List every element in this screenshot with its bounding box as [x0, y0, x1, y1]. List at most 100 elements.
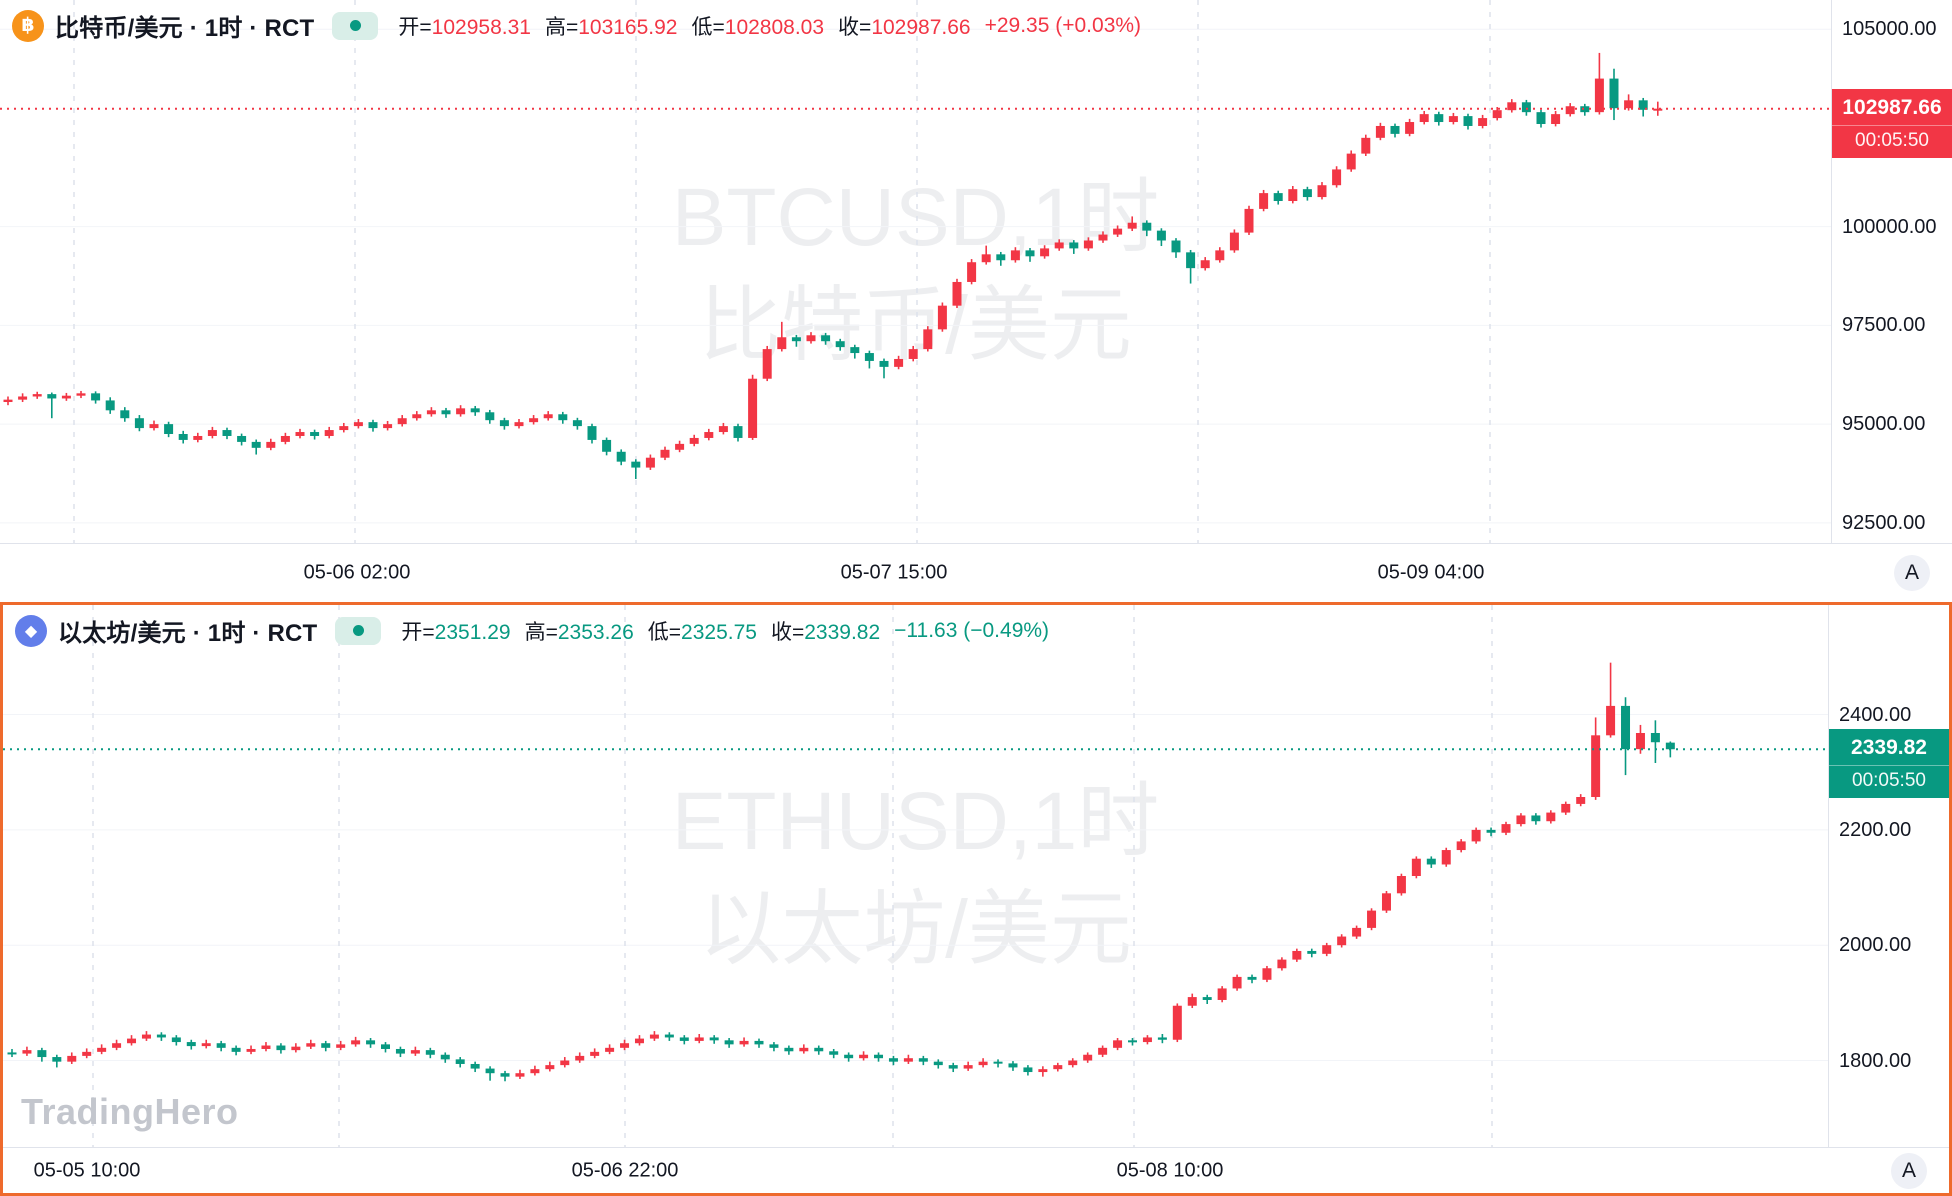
candle-body	[844, 1054, 854, 1059]
candle-body	[754, 1040, 764, 1045]
candle-body	[156, 1034, 166, 1038]
candle-body	[675, 443, 685, 450]
btc-symbol-title[interactable]: 比特币/美元 · 1时 · RCT	[55, 15, 315, 42]
candle-body	[201, 1043, 211, 1047]
candle-body	[171, 1037, 181, 1043]
candle-body	[1098, 1047, 1108, 1055]
candle-countdown: 00:05:50	[1829, 765, 1949, 798]
candle-body	[381, 1044, 390, 1049]
candle-body	[112, 1043, 122, 1048]
candle-body	[1486, 829, 1496, 833]
candle-body	[1580, 106, 1590, 113]
candle-body	[1521, 102, 1531, 113]
candle-body	[3, 399, 13, 403]
candle-body	[1653, 108, 1663, 111]
market-status-pill[interactable]	[335, 616, 382, 645]
candle-body	[590, 1051, 600, 1056]
candle-body	[266, 441, 276, 448]
price-tick-label: 2400.00	[1839, 703, 1912, 726]
ethereum-glyph: ◆	[24, 622, 38, 640]
price-tick-label: 97500.00	[1842, 314, 1926, 337]
candle-body	[207, 430, 217, 436]
candle-body	[575, 1055, 585, 1061]
candle-body	[1322, 945, 1332, 954]
candle-body	[1307, 950, 1317, 954]
candle-body	[530, 1069, 540, 1074]
candle-body	[47, 394, 57, 399]
time-axis[interactable]: A 05-06 02:00 05-07 15:00 05-09 04:00	[0, 543, 1952, 602]
candle-body	[1396, 876, 1406, 894]
candle-body	[993, 1061, 1003, 1064]
candle-body	[295, 432, 305, 436]
candle-body	[1456, 841, 1466, 851]
candle-body	[602, 439, 612, 452]
candle-body	[777, 337, 787, 350]
candle-body	[1113, 1040, 1123, 1048]
candle-body	[918, 1058, 928, 1062]
axis-settings-button[interactable]: A	[1894, 555, 1930, 591]
btc-chart-surface[interactable]: BTCUSD,1时 比特币/美元 ฿ 比特币/美元 · 1时 · RCT 开=1…	[0, 0, 1952, 543]
candle-body	[22, 1050, 32, 1054]
candle-body	[395, 1048, 405, 1054]
eth-candlestick-plot[interactable]	[3, 605, 1828, 1147]
candle-body	[1069, 242, 1079, 249]
candle-body	[455, 1059, 465, 1064]
candle-body	[1259, 193, 1269, 209]
candle-body	[689, 437, 699, 444]
candle-body	[874, 1054, 884, 1059]
price-tick-label: 105000.00	[1842, 18, 1937, 41]
candle-body	[762, 349, 772, 379]
candle-body	[1426, 858, 1436, 865]
candle-body	[186, 1042, 196, 1047]
candle-body	[1171, 240, 1181, 253]
candle-body	[620, 1043, 630, 1048]
candle-body	[1127, 222, 1137, 229]
eth-symbol-title[interactable]: 以太坊/美元 · 1时 · RCT	[58, 620, 318, 647]
eth-chart-surface[interactable]: ETHUSD,1时 以太坊/美元 ◆ 以太坊/美元 · 1时 · RCT 开=2…	[3, 605, 1949, 1147]
candle-body	[231, 1047, 241, 1052]
candle-body	[1008, 1063, 1018, 1068]
candle-body	[91, 393, 101, 401]
candle-body	[368, 422, 378, 429]
candle-body	[1217, 988, 1227, 1000]
candle-body	[1172, 1005, 1182, 1040]
candle-body	[1561, 803, 1571, 813]
candle-body	[704, 432, 714, 438]
candle-body	[1624, 100, 1634, 109]
ohlc-high: 高=2353.26	[524, 620, 634, 644]
axis-settings-button[interactable]: A	[1891, 1152, 1927, 1189]
price-axis[interactable]: 102987.66 00:05:50 105000.00 100000.00 975…	[1831, 0, 1952, 543]
candle-body	[134, 418, 144, 429]
ethereum-icon: ◆	[15, 614, 47, 647]
candle-body	[76, 393, 86, 396]
candle-body	[1288, 189, 1298, 202]
time-axis[interactable]: A 05-05 10:00 05-06 22:00 05-08 10:00	[3, 1147, 1949, 1193]
price-tick-label: 92500.00	[1842, 511, 1926, 534]
candle-body	[1352, 927, 1362, 937]
candle-body	[978, 1061, 988, 1066]
candle-body	[1186, 252, 1196, 269]
candle-body	[1650, 733, 1660, 743]
ohlc-low: 低=102808.03	[691, 15, 825, 39]
candle-body	[543, 414, 553, 419]
candle-body	[246, 1048, 256, 1052]
candle-body	[499, 420, 509, 427]
time-axis-label: 05-08 10:00	[1116, 1159, 1224, 1181]
candle-body	[664, 1034, 674, 1038]
price-tick-label: 100000.00	[1842, 215, 1937, 238]
candle-body	[1405, 122, 1415, 134]
bitcoin-glyph: ฿	[21, 15, 35, 36]
price-axis[interactable]: 2339.82 00:05:50 2400.00 2200.00 2000.00 18…	[1828, 605, 1949, 1147]
ohlc-open: 开=2351.29	[401, 620, 511, 644]
time-axis-label: 05-06 02:00	[303, 561, 411, 584]
candle-body	[1332, 169, 1342, 186]
candle-body	[1346, 153, 1356, 170]
candle-body	[821, 335, 831, 342]
candle-body	[178, 434, 188, 440]
btc-candlestick-plot[interactable]	[0, 0, 1831, 543]
candle-body	[127, 1038, 137, 1044]
candle-body	[923, 329, 933, 350]
candle-body	[718, 426, 728, 433]
market-status-pill[interactable]	[332, 11, 379, 40]
candle-body	[1244, 208, 1254, 233]
